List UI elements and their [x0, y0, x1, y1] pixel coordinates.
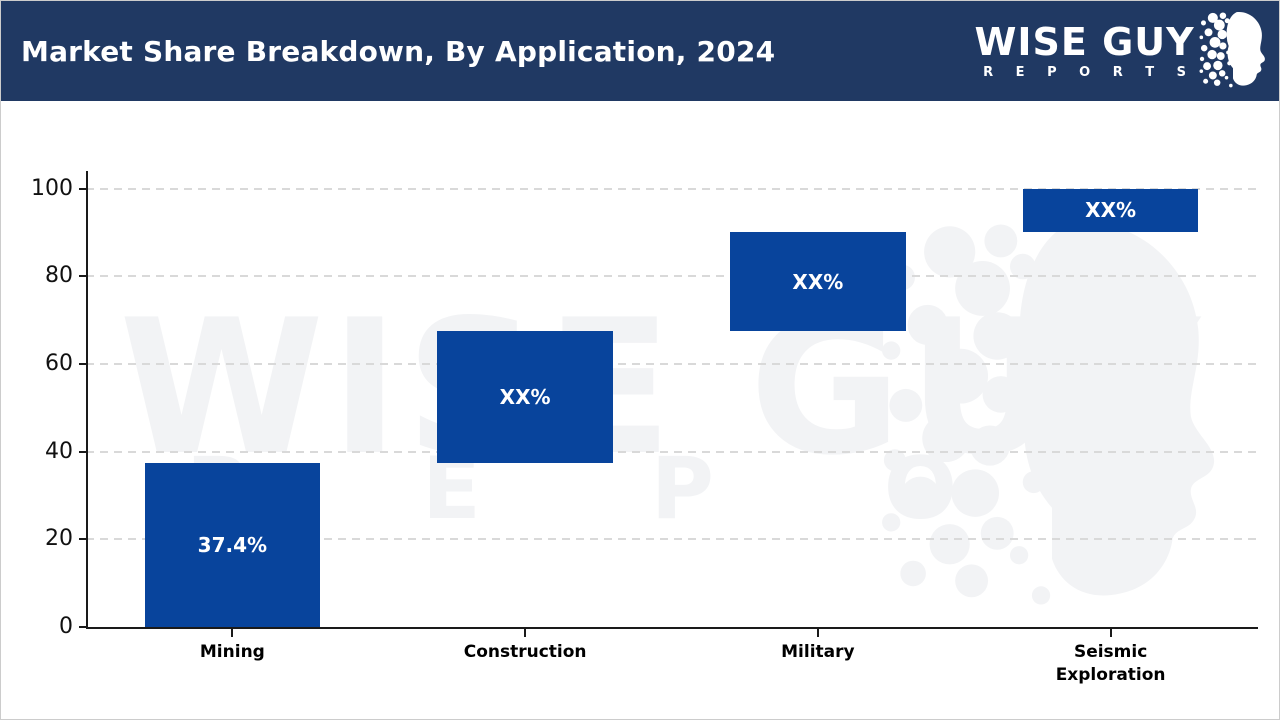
y-tick-label: 20 [45, 526, 73, 552]
bar-value-label: 37.4% [197, 532, 268, 557]
plot-area: 37.4% XX% XX% XX% [86, 171, 1257, 627]
x-category-label: Military [781, 642, 855, 662]
dotted-head-profile-icon [1199, 11, 1265, 88]
gridline [86, 362, 1257, 365]
y-tick-label: 100 [31, 175, 73, 201]
y-tick-mark [79, 626, 86, 628]
y-tick-mark [79, 538, 86, 541]
y-tick-label: 60 [45, 350, 73, 376]
x-tick-mark [816, 629, 819, 637]
bar-segment: XX% [730, 232, 906, 332]
chart-region: WISE GUY R E P O R T S 37.4%XX%XX%XX% 02… [1, 101, 1279, 719]
x-tick-mark [1109, 629, 1112, 637]
watermark-text-line1: WISE GUY [119, 279, 1206, 496]
gridline [86, 450, 1257, 453]
bar-segment: 37.4% [144, 463, 321, 627]
x-axis-line [86, 627, 1258, 629]
gridline [86, 275, 1257, 278]
bar-segment: XX% [1022, 188, 1199, 233]
logo-wordmark-line2: R E P O R T S [983, 64, 1195, 80]
y-tick-mark [79, 362, 86, 365]
gridline [86, 187, 1257, 190]
y-tick-label: 80 [45, 263, 73, 289]
y-tick-label: 40 [45, 438, 73, 464]
page-title: Market Share Breakdown, By Application, … [21, 34, 776, 68]
gridline [86, 538, 1257, 541]
x-tick-mark [231, 629, 234, 637]
y-tick-mark [79, 450, 86, 453]
y-tick-label: 0 [59, 614, 73, 639]
x-tick-mark [524, 629, 527, 637]
header-banner: Market Share Breakdown, By Application, … [1, 1, 1279, 101]
x-category-label: Construction [463, 642, 587, 662]
bar-value-label: XX% [499, 385, 551, 410]
bar-value-label: XX% [1085, 198, 1137, 223]
x-category-label: Seismic Exploration [1055, 642, 1166, 685]
x-category-label: Mining [199, 642, 265, 662]
logo-wordmark-line1: WISE GUY [974, 19, 1195, 64]
y-tick-mark [79, 275, 86, 278]
bar-segment: XX% [437, 331, 613, 463]
wise-guy-logo: WISE GUY R E P O R T S [974, 10, 1269, 92]
y-tick-mark [79, 187, 86, 190]
y-axis-line [86, 171, 88, 629]
logo-wordmark: WISE GUY R E P O R T S [974, 23, 1195, 80]
bar-value-label: XX% [792, 269, 844, 294]
